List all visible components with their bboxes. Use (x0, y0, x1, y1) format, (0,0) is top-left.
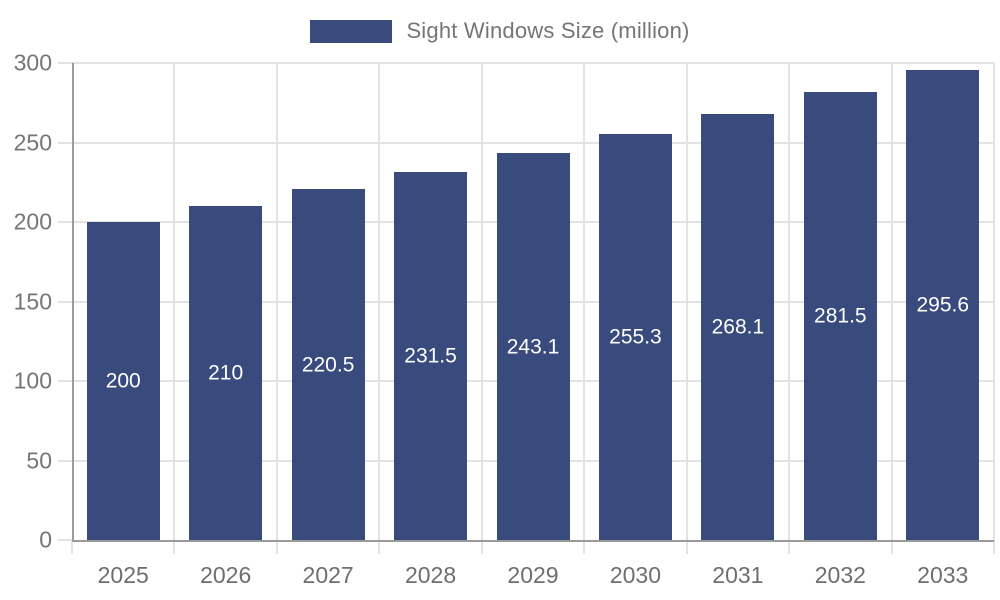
bar[interactable] (598, 134, 672, 540)
x-axis-tick (71, 540, 73, 554)
y-axis-tick (58, 459, 72, 462)
bar[interactable] (701, 113, 775, 540)
y-gridline (72, 62, 994, 64)
x-axis-tick (993, 540, 995, 554)
y-gridline (72, 141, 994, 144)
bar[interactable] (394, 171, 468, 540)
x-axis-tick (583, 540, 586, 554)
y-tick-label: 50 (26, 447, 52, 473)
bar[interactable] (189, 206, 263, 540)
bar-value-label: 281.5 (814, 304, 867, 328)
x-gridline (583, 63, 586, 540)
x-tick-label: 2029 (507, 562, 559, 588)
y-tick-label: 150 (13, 288, 52, 314)
y-tick-label: 300 (13, 49, 52, 76)
x-axis-tick (173, 540, 176, 554)
x-gridline (275, 63, 278, 540)
x-gridline (685, 63, 688, 540)
x-tick-label: 2025 (97, 562, 149, 588)
bar-value-label: 210 (208, 361, 244, 385)
legend-label: Sight Windows Size (million) (406, 18, 690, 43)
x-axis-tick (685, 540, 688, 554)
x-axis-tick (788, 540, 791, 554)
bar[interactable] (86, 222, 160, 540)
x-gridline (890, 63, 893, 540)
bar-value-label: 295.6 (916, 293, 970, 317)
chart-legend[interactable]: Sight Windows Size (million) (0, 18, 1000, 44)
y-axis-tick (58, 539, 72, 541)
bar[interactable] (906, 69, 980, 540)
bar-value-label: 231.5 (404, 344, 457, 368)
x-tick-label: 2031 (712, 562, 764, 588)
bar-value-label: 268.1 (711, 315, 765, 339)
x-axis-tick (378, 540, 381, 554)
y-axis-line (72, 63, 74, 542)
bar-value-label: 200 (105, 369, 141, 393)
bar[interactable] (496, 153, 570, 540)
x-gridline (173, 63, 176, 540)
bar-value-label: 220.5 (301, 353, 355, 377)
y-tick-label: 200 (13, 208, 52, 235)
y-tick-label: 250 (13, 129, 52, 155)
x-axis-tick (480, 540, 483, 554)
legend-swatch-icon (310, 19, 393, 43)
bar-value-label: 255.3 (609, 325, 662, 349)
x-gridline (378, 63, 381, 540)
x-tick-label: 2033 (917, 562, 969, 588)
x-axis-line (72, 540, 994, 542)
x-tick-label: 2028 (404, 562, 457, 588)
y-axis-tick (58, 141, 72, 144)
y-axis-tick (58, 221, 72, 223)
bar[interactable] (803, 92, 877, 540)
y-tick-label: 100 (13, 367, 52, 394)
x-tick-label: 2030 (609, 562, 662, 588)
y-axis-tick (58, 300, 72, 303)
x-tick-label: 2026 (200, 562, 252, 588)
bar[interactable] (291, 189, 365, 540)
x-gridline (480, 63, 483, 540)
x-gridline (993, 63, 995, 540)
x-tick-label: 2032 (814, 562, 866, 588)
x-axis-tick (890, 540, 893, 554)
x-axis-tick (275, 540, 278, 554)
y-tick-label: 0 (39, 526, 52, 553)
x-tick-label: 2027 (302, 562, 354, 588)
bar-value-label: 243.1 (506, 335, 560, 359)
y-axis-tick (58, 62, 72, 64)
x-gridline (788, 63, 791, 540)
y-axis-tick (58, 380, 72, 382)
